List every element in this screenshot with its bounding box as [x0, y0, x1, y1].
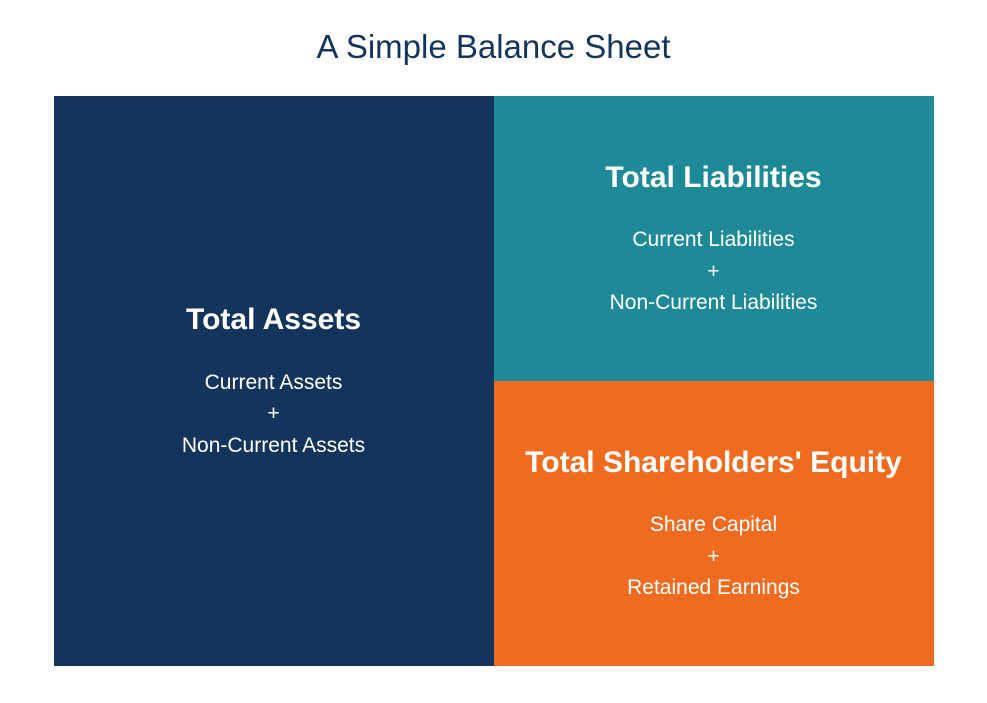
liabilities-title: Total Liabilities — [605, 159, 821, 197]
assets-plus: + — [267, 398, 279, 430]
right-column: Total Liabilities Current Liabilities + … — [494, 96, 934, 666]
equity-plus: + — [707, 541, 719, 573]
equity-line2: Retained Earnings — [627, 572, 800, 604]
liabilities-plus: + — [707, 256, 719, 288]
assets-line1: Current Assets — [205, 367, 343, 399]
assets-title: Total Assets — [186, 301, 361, 339]
page-title: A Simple Balance Sheet — [316, 28, 670, 66]
equity-title: Total Shareholders' Equity — [525, 444, 902, 482]
liabilities-line1: Current Liabilities — [632, 224, 794, 256]
liabilities-line2: Non-Current Liabilities — [610, 287, 818, 319]
assets-panel: Total Assets Current Assets + Non-Curren… — [54, 96, 494, 666]
equity-line1: Share Capital — [650, 509, 777, 541]
balance-sheet-diagram: Total Assets Current Assets + Non-Curren… — [54, 96, 934, 666]
left-column: Total Assets Current Assets + Non-Curren… — [54, 96, 494, 666]
equity-panel: Total Shareholders' Equity Share Capital… — [494, 381, 934, 666]
liabilities-panel: Total Liabilities Current Liabilities + … — [494, 96, 934, 381]
assets-line2: Non-Current Assets — [182, 430, 365, 462]
